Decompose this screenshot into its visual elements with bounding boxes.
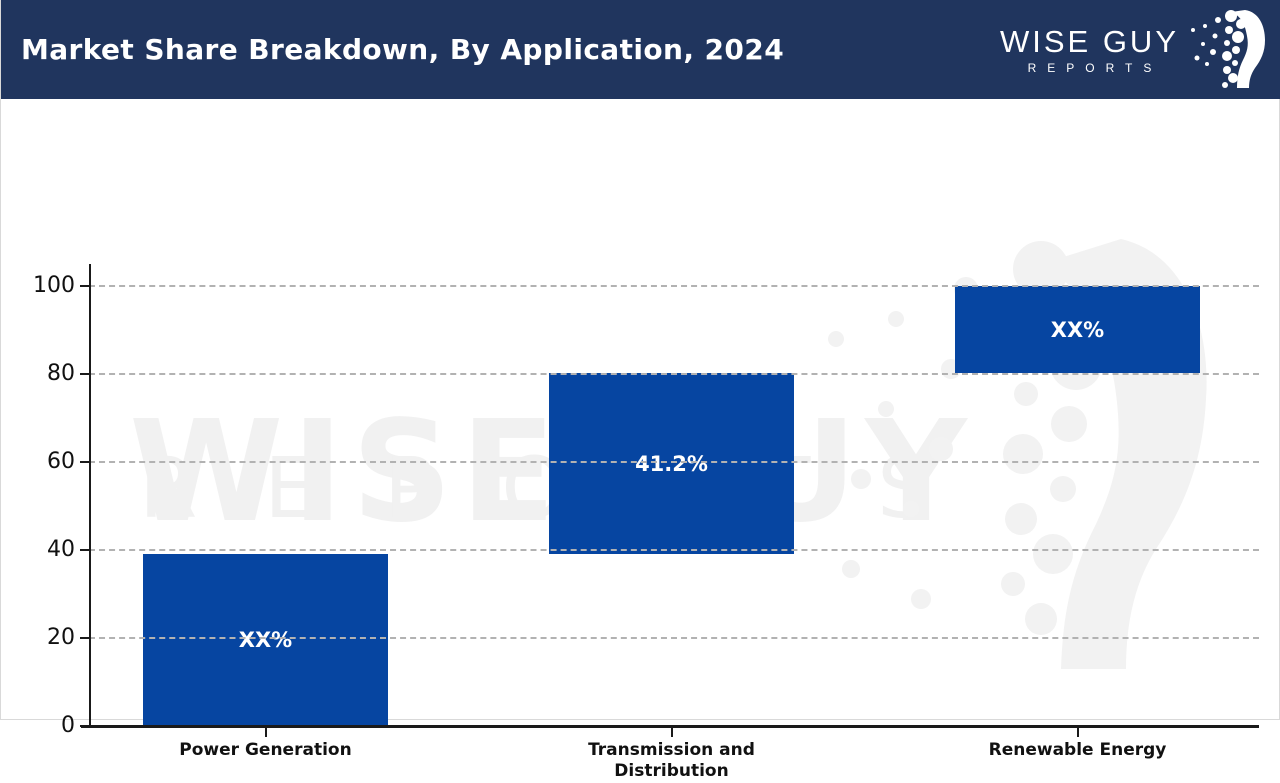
watermark-subtitle: R E P O R T S xyxy=(139,439,951,537)
watermark-wordmark: WISE GUY xyxy=(129,391,975,554)
y-tick-60 xyxy=(80,461,89,463)
y-axis-line xyxy=(89,264,91,728)
bar-power-generation: XX% xyxy=(143,554,388,726)
gridline-y60 xyxy=(89,461,1259,463)
category-label: Renewable Energy xyxy=(988,740,1167,760)
x-tick-0 xyxy=(264,728,267,737)
y-tick-label-0: 0 xyxy=(61,713,75,738)
watermark-face-dots xyxy=(828,239,1207,669)
y-tick-100 xyxy=(80,285,89,287)
y-tick-40 xyxy=(80,549,89,551)
bar-value-label: XX% xyxy=(238,628,293,653)
category-label: Power Generation xyxy=(179,740,352,760)
y-tick-label-20: 20 xyxy=(47,625,75,650)
header-bar: Market Share Breakdown, By Application, … xyxy=(1,0,1280,99)
y-tick-label-40: 40 xyxy=(47,537,75,562)
gridline-y20 xyxy=(89,637,1259,639)
bar-value-label: 41.2% xyxy=(635,451,708,476)
x-axis-line xyxy=(81,725,1259,728)
bar-transmission-and-distribution: 41.2% xyxy=(549,373,794,555)
gridline-y80 xyxy=(89,373,1259,375)
y-tick-label-80: 80 xyxy=(47,361,75,386)
y-tick-20 xyxy=(80,637,89,639)
y-tick-80 xyxy=(80,373,89,375)
bar-renewable-energy: XX% xyxy=(955,286,1200,374)
logo-wordmark: WISE GUY xyxy=(999,23,1179,59)
wise-guy-logo: WISE GUY REPORTS xyxy=(1000,6,1280,94)
logo-subtitle: REPORTS xyxy=(1027,60,1163,75)
bar-value-label: XX% xyxy=(1050,317,1105,342)
gridline-y40 xyxy=(89,549,1259,551)
page-title: Market Share Breakdown, By Application, … xyxy=(21,33,785,66)
category-label: Transmission and Distribution xyxy=(588,740,755,782)
y-tick-label-60: 60 xyxy=(47,449,75,474)
x-tick-1 xyxy=(670,728,673,737)
logo-text: WISE GUY REPORTS xyxy=(1000,26,1179,74)
x-tick-2 xyxy=(1076,728,1079,737)
logo-face-dots-icon xyxy=(1191,9,1265,88)
y-tick-label-100: 100 xyxy=(33,273,75,298)
gridline-y100 xyxy=(89,285,1259,287)
